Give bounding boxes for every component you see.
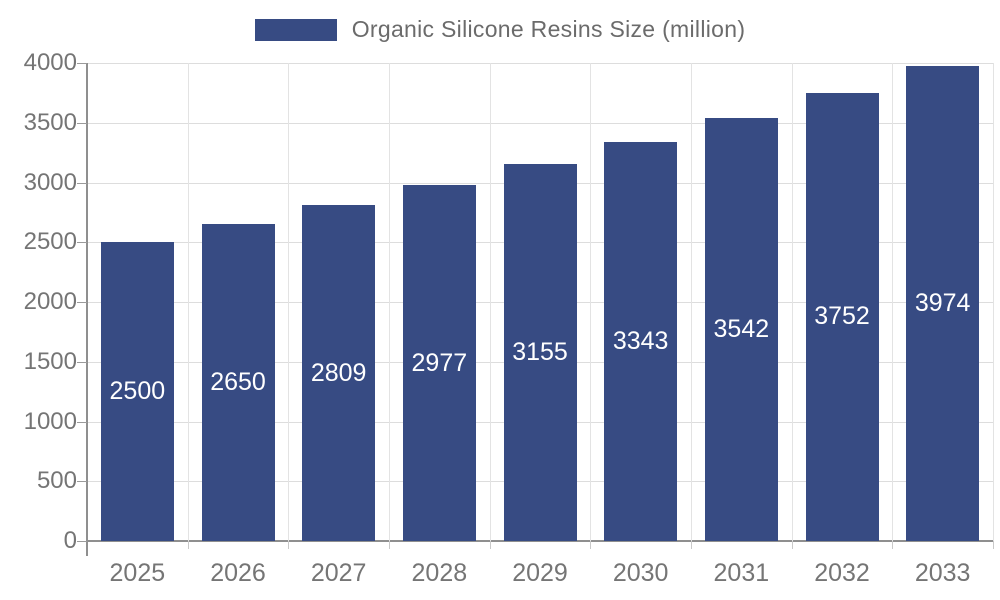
legend-swatch-icon — [254, 18, 337, 41]
x-axis-tick — [993, 541, 994, 549]
y-axis-line — [86, 63, 88, 556]
x-axis-tick-label: 2025 — [109, 559, 166, 587]
x-axis-tick — [187, 541, 189, 549]
y-axis-tick-label: 1500 — [23, 347, 77, 375]
y-axis-tick — [77, 182, 87, 184]
y-axis-tick-label: 2500 — [23, 228, 77, 256]
x-axis-tick-label: 2029 — [512, 559, 568, 587]
x-axis-tick-label: 2028 — [411, 559, 468, 587]
gridline-x-boundary — [892, 63, 894, 541]
x-axis-tick-label: 2031 — [713, 559, 770, 587]
x-axis-tick-label: 2027 — [310, 559, 367, 587]
gridline-x-boundary — [791, 63, 793, 541]
y-axis-tick — [77, 63, 87, 64]
bar-value-label: 2977 — [411, 348, 468, 377]
bar-value-label: 3542 — [713, 314, 770, 343]
bar-2029[interactable]: 3155 — [503, 163, 577, 541]
gridline-y-4000 — [87, 63, 993, 64]
gridline-x-boundary — [691, 63, 692, 541]
bar-2032[interactable]: 3752 — [805, 92, 879, 541]
x-axis-tick — [791, 541, 793, 549]
bar-value-label: 3343 — [612, 326, 669, 355]
y-axis-tick — [77, 541, 87, 542]
x-axis-tick — [691, 541, 692, 549]
gridline-y-3500 — [87, 122, 993, 124]
x-axis-tick — [389, 541, 390, 549]
x-axis-tick-label: 2032 — [814, 559, 870, 587]
y-axis-tick-label: 3500 — [23, 108, 77, 136]
bar-2033[interactable]: 3974 — [906, 66, 980, 541]
bar-value-label: 3155 — [512, 337, 568, 366]
bar-2030[interactable]: 3343 — [604, 141, 678, 541]
y-axis-tick — [77, 122, 87, 124]
bar-value-label: 2809 — [310, 358, 367, 387]
plot-area: 2500 2650 2809 2977 3155 3343 3542 3752 3974 — [86, 63, 994, 556]
y-axis-tick — [77, 421, 87, 423]
bar-value-label: 2500 — [109, 377, 166, 406]
y-axis-tick — [77, 302, 87, 303]
gridline-x-boundary — [993, 63, 994, 541]
gridline-y-0 — [87, 540, 993, 542]
bar-2031[interactable]: 3542 — [704, 117, 778, 541]
bar-value-label: 3752 — [814, 302, 870, 331]
legend-label: Organic Silicone Resins Size (million) — [351, 16, 746, 42]
x-axis-tick-label: 2026 — [210, 559, 266, 587]
x-axis-tick-label: 2033 — [914, 559, 971, 587]
gridline-x-boundary — [489, 63, 491, 541]
gridline-x-boundary — [590, 63, 592, 541]
bar-2026[interactable]: 2650 — [201, 224, 275, 541]
y-axis-tick-label: 2000 — [23, 288, 77, 315]
bar-2027[interactable]: 2809 — [302, 205, 376, 541]
y-axis-tick-label: 1000 — [23, 407, 77, 435]
bar-2028[interactable]: 2977 — [402, 185, 476, 541]
y-axis-tick-label: 500 — [36, 467, 77, 495]
x-axis-tick — [892, 541, 894, 549]
y-axis-tick — [77, 481, 87, 483]
bar-value-label: 2650 — [210, 368, 266, 397]
x-axis-tick — [288, 541, 290, 549]
bar-2025[interactable]: 2500 — [100, 242, 174, 541]
gridline-x-boundary — [187, 63, 189, 541]
x-axis-tick — [489, 541, 491, 549]
gridline-x-boundary — [389, 63, 390, 541]
y-axis-tick-label: 3000 — [23, 168, 77, 196]
y-axis-tick-label: 4000 — [23, 49, 77, 76]
x-axis-tick-label: 2030 — [612, 559, 669, 587]
x-axis-tick — [590, 541, 592, 549]
y-axis-tick — [77, 361, 87, 363]
bar-value-label: 3974 — [914, 289, 971, 318]
y-axis-tick — [77, 242, 87, 244]
legend[interactable]: Organic Silicone Resins Size (million) — [0, 16, 1000, 43]
gridline-x-boundary — [288, 63, 290, 541]
y-axis-tick-label: 0 — [63, 527, 77, 554]
